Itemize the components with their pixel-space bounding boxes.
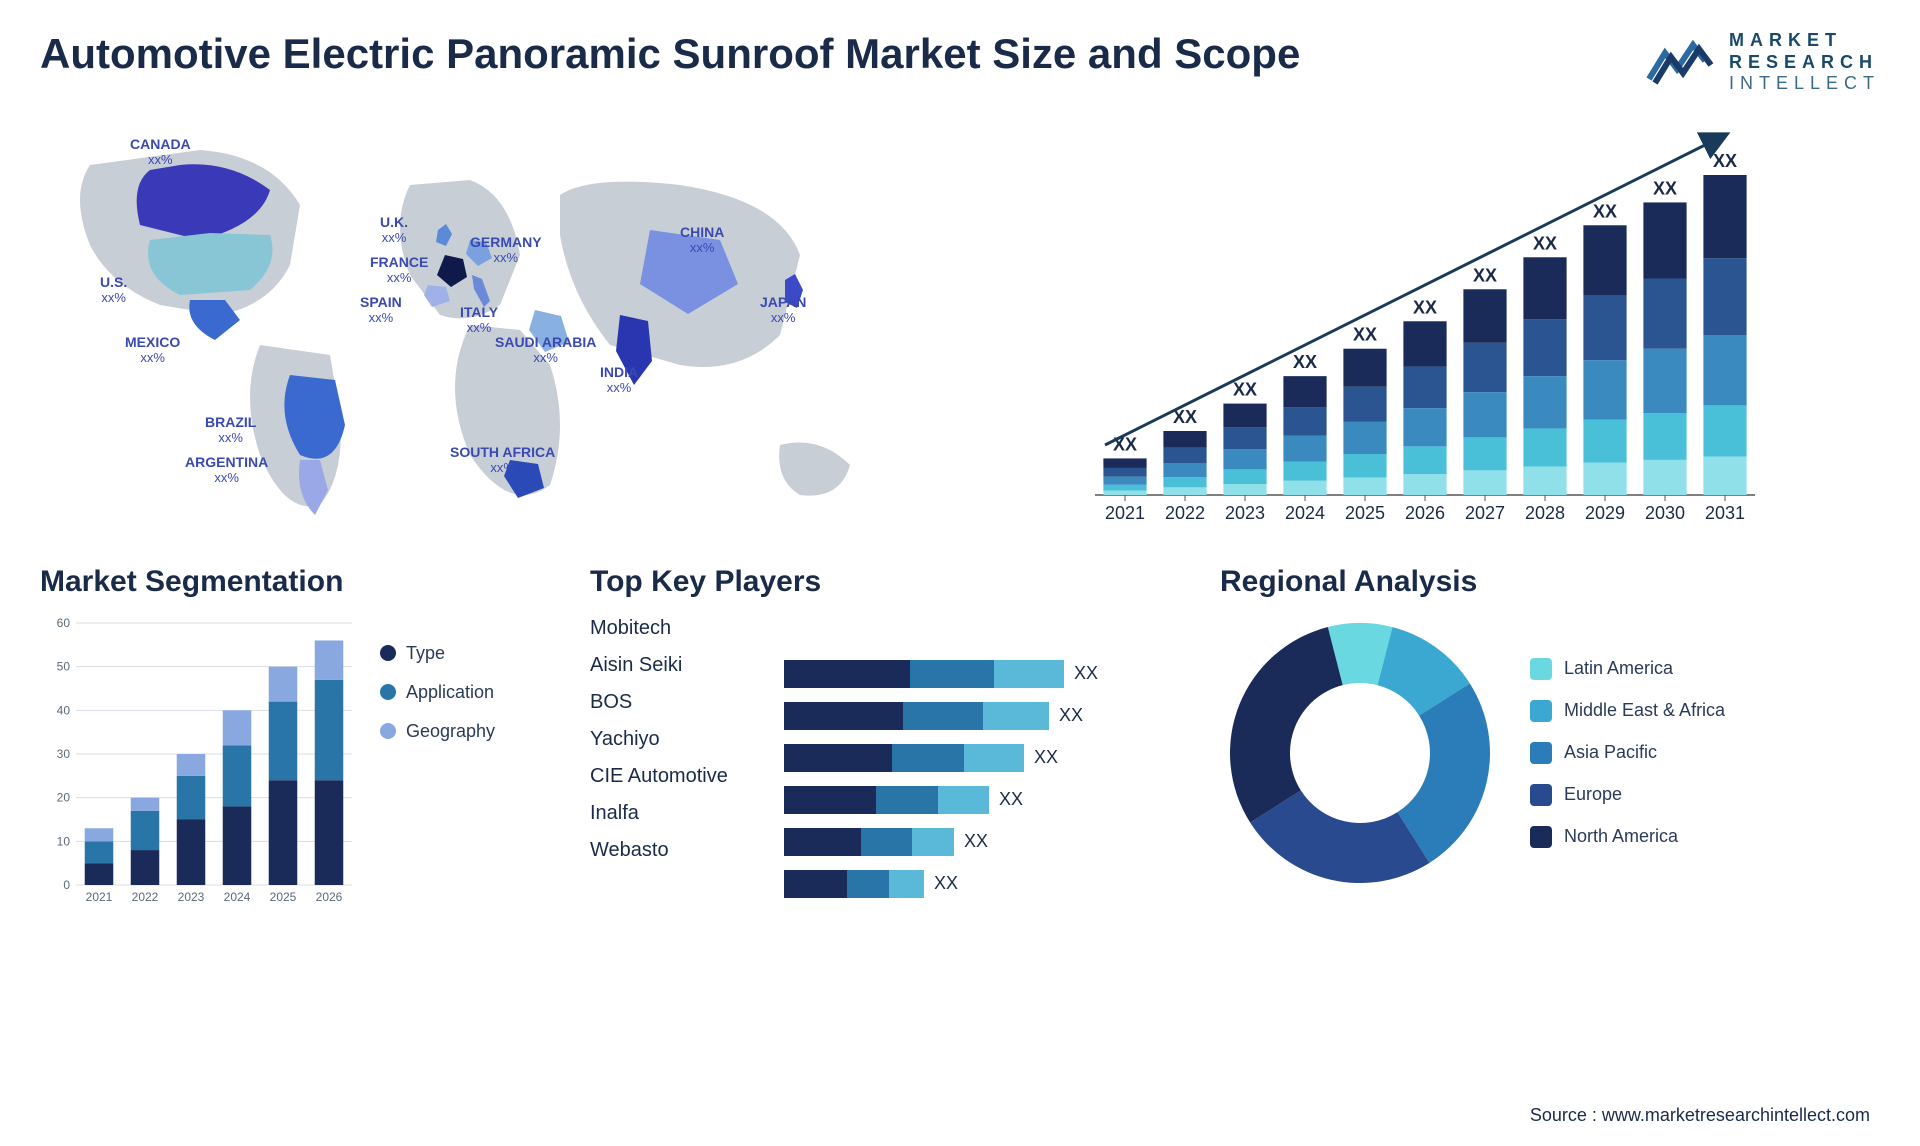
- regional-legend-north-america: North America: [1530, 826, 1725, 848]
- map-label-south-africa: SOUTH AFRICAxx%: [450, 445, 555, 476]
- svg-text:XX: XX: [1593, 201, 1617, 221]
- map-label-italy: ITALYxx%: [460, 305, 498, 336]
- svg-text:2026: 2026: [1405, 503, 1445, 523]
- regional-title: Regional Analysis: [1220, 565, 1880, 599]
- logo-line-3: INTELLECT: [1729, 73, 1880, 95]
- regional-legend-asia-pacific: Asia Pacific: [1530, 742, 1725, 764]
- player-bar-row: XX: [784, 701, 1190, 731]
- svg-text:2024: 2024: [224, 890, 251, 904]
- regional-legend: Latin America Middle East & Africa Asia Pa…: [1530, 658, 1725, 848]
- svg-text:XX: XX: [1353, 324, 1377, 344]
- map-label-canada: CANADAxx%: [130, 137, 191, 168]
- player-bar-row: XX: [784, 827, 1190, 857]
- map-label-spain: SPAINxx%: [360, 295, 402, 326]
- regional-legend-latin-america: Latin America: [1530, 658, 1725, 680]
- logo-line-1: MARKET: [1729, 30, 1880, 52]
- svg-text:2027: 2027: [1465, 503, 1505, 523]
- svg-text:2022: 2022: [1165, 503, 1205, 523]
- regional-donut: [1220, 613, 1500, 893]
- map-label-saudi-arabia: SAUDI ARABIAxx%: [495, 335, 596, 366]
- map-label-china: CHINAxx%: [680, 225, 724, 256]
- seg-legend-application: Application: [380, 682, 495, 703]
- svg-text:2024: 2024: [1285, 503, 1325, 523]
- svg-text:XX: XX: [1113, 434, 1137, 454]
- growth-bar-chart: XX 2021 XX 2022 XX 2023 XX 2024 XX 2025 XX 2026 XX 20…: [950, 115, 1880, 535]
- svg-text:XX: XX: [1293, 352, 1317, 372]
- logo: MARKET RESEARCH INTELLECT: [1645, 30, 1880, 95]
- map-label-germany: GERMANYxx%: [470, 235, 542, 266]
- svg-text:2023: 2023: [1225, 503, 1265, 523]
- player-bos: BOS: [590, 691, 760, 714]
- page-title: Automotive Electric Panoramic Sunroof Ma…: [40, 30, 1300, 78]
- regional-legend-middle-east-africa: Middle East & Africa: [1530, 700, 1725, 722]
- svg-text:XX: XX: [1713, 151, 1737, 171]
- map-label-brazil: BRAZILxx%: [205, 415, 256, 446]
- svg-text:2031: 2031: [1705, 503, 1745, 523]
- svg-text:2025: 2025: [1345, 503, 1385, 523]
- map-label-argentina: ARGENTINAxx%: [185, 455, 268, 486]
- svg-text:XX: XX: [1233, 379, 1257, 399]
- map-label-mexico: MEXICOxx%: [125, 335, 180, 366]
- player-yachiyo: Yachiyo: [590, 728, 760, 751]
- svg-text:0: 0: [63, 878, 70, 892]
- source-text: Source : www.marketresearchintellect.com: [1530, 1105, 1870, 1126]
- svg-text:2021: 2021: [86, 890, 113, 904]
- svg-text:XX: XX: [1533, 233, 1557, 253]
- svg-text:10: 10: [57, 834, 71, 848]
- player-bar-row: XX: [784, 659, 1190, 689]
- player-bar-row: XX: [784, 785, 1190, 815]
- segmentation-chart: 0 10 20 30 40 50 60 2021 2022 2023 2024 2025 2026: [40, 613, 360, 913]
- players-bars: XX XX XX XX XX XX: [784, 613, 1190, 899]
- svg-text:2025: 2025: [270, 890, 297, 904]
- segmentation-legend: Type Application Geography: [380, 613, 495, 913]
- player-bar-row: XX: [784, 869, 1190, 899]
- map-label-japan: JAPANxx%: [760, 295, 806, 326]
- map-label-france: FRANCExx%: [370, 255, 428, 286]
- player-mobitech: Mobitech: [590, 617, 760, 640]
- player-inalfa: Inalfa: [590, 802, 760, 825]
- svg-text:60: 60: [57, 616, 71, 630]
- seg-legend-type: Type: [380, 643, 495, 664]
- svg-text:2030: 2030: [1645, 503, 1685, 523]
- segmentation-panel: Market Segmentation 0 10 20 30 40 50 60 2021 202…: [40, 565, 560, 925]
- map-label-india: INDIAxx%: [600, 365, 638, 396]
- regional-legend-europe: Europe: [1530, 784, 1725, 806]
- svg-text:XX: XX: [1653, 178, 1677, 198]
- logo-line-2: RESEARCH: [1729, 52, 1880, 74]
- svg-text:2022: 2022: [132, 890, 159, 904]
- svg-text:40: 40: [57, 703, 71, 717]
- svg-text:2029: 2029: [1585, 503, 1625, 523]
- svg-text:XX: XX: [1413, 297, 1437, 317]
- player-webasto: Webasto: [590, 839, 760, 862]
- svg-text:XX: XX: [1473, 265, 1497, 285]
- player-cie-automotive: CIE Automotive: [590, 765, 760, 788]
- svg-text:30: 30: [57, 747, 71, 761]
- players-panel: Top Key Players Mobitech Aisin Seiki BOS Ya…: [590, 565, 1190, 925]
- segmentation-title: Market Segmentation: [40, 565, 560, 599]
- svg-text:20: 20: [57, 790, 71, 804]
- map-label-u-s-: U.S.xx%: [100, 275, 127, 306]
- player-aisin-seiki: Aisin Seiki: [590, 654, 760, 677]
- svg-text:50: 50: [57, 659, 71, 673]
- player-bar-row: XX: [784, 743, 1190, 773]
- svg-text:2026: 2026: [316, 890, 343, 904]
- svg-text:2028: 2028: [1525, 503, 1565, 523]
- players-title: Top Key Players: [590, 565, 1190, 599]
- map-label-u-k-: U.K.xx%: [380, 215, 408, 246]
- world-map-panel: CANADAxx% U.S.xx% MEXICOxx% BRAZILxx% ARGENT…: [40, 115, 910, 535]
- players-list: Mobitech Aisin Seiki BOS Yachiyo CIE Automot…: [590, 613, 760, 899]
- svg-text:2023: 2023: [178, 890, 205, 904]
- seg-legend-geography: Geography: [380, 721, 495, 742]
- svg-text:2021: 2021: [1105, 503, 1145, 523]
- regional-panel: Regional Analysis Latin America Middle Ea…: [1220, 565, 1880, 925]
